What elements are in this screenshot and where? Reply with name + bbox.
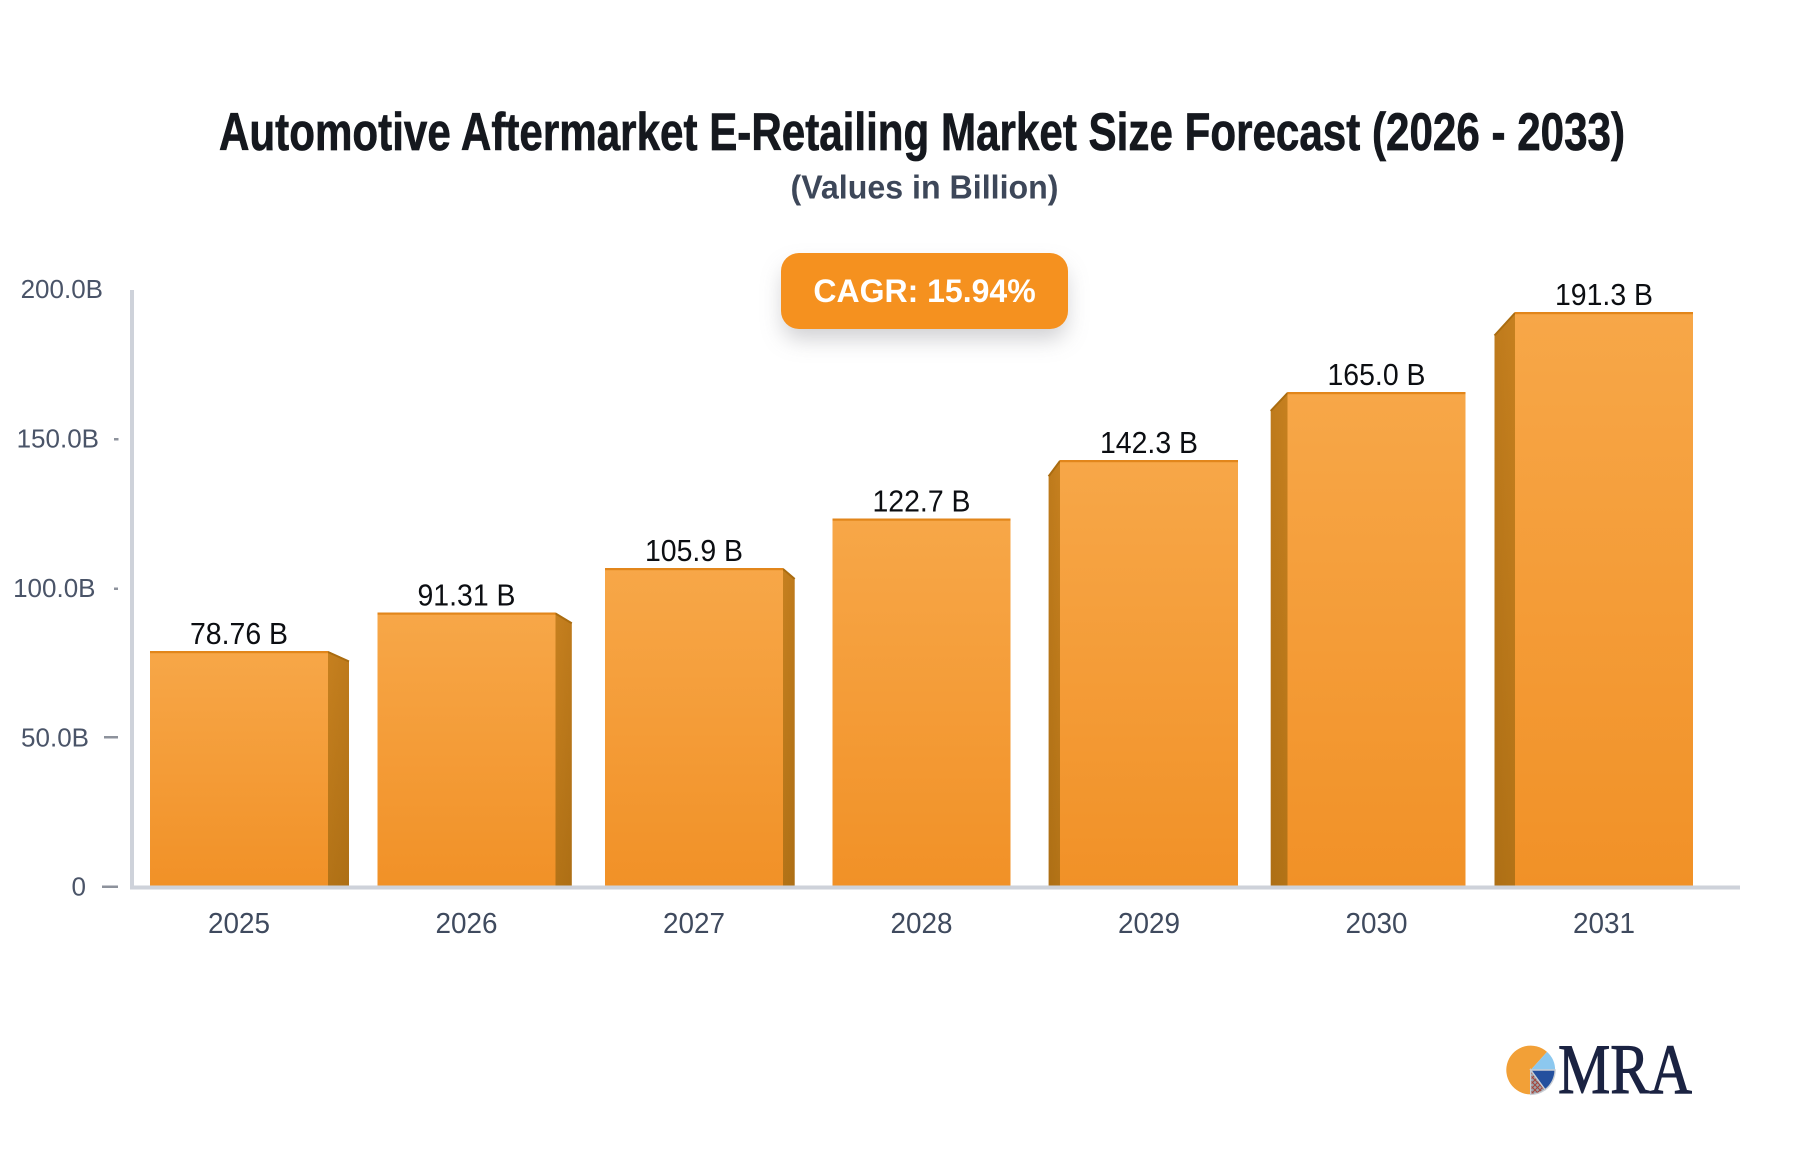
svg-text:2029: 2029 [1118, 908, 1180, 940]
svg-text:122.7 B: 122.7 B [873, 484, 971, 519]
svg-text:191.3 B: 191.3 B [1555, 277, 1653, 312]
svg-text:2030: 2030 [1346, 908, 1408, 940]
svg-text:150.0B: 150.0B [17, 424, 99, 454]
svg-text:2026: 2026 [436, 908, 498, 940]
svg-text:165.0 B: 165.0 B [1328, 357, 1426, 392]
svg-text:50.0B: 50.0B [21, 722, 89, 752]
svg-text:2028: 2028 [891, 908, 953, 940]
svg-text:(Values in Billion): (Values in Billion) [791, 169, 1059, 206]
svg-text:2027: 2027 [663, 908, 725, 940]
svg-text:200.0B: 200.0B [21, 274, 103, 304]
svg-text:142.3 B: 142.3 B [1100, 425, 1198, 460]
svg-text:100.0B: 100.0B [13, 573, 95, 603]
svg-text:0: 0 [72, 872, 86, 902]
svg-text:105.9 B: 105.9 B [645, 533, 743, 568]
svg-text:2025: 2025 [208, 908, 270, 940]
svg-text:Automotive Aftermarket E-Retai: Automotive Aftermarket E-Retailing Marke… [219, 103, 1625, 162]
svg-text:MRA: MRA [1558, 1031, 1692, 1109]
svg-text:78.76 B: 78.76 B [190, 616, 288, 651]
svg-text:2031: 2031 [1573, 908, 1635, 940]
svg-text:91.31 B: 91.31 B [418, 578, 516, 613]
